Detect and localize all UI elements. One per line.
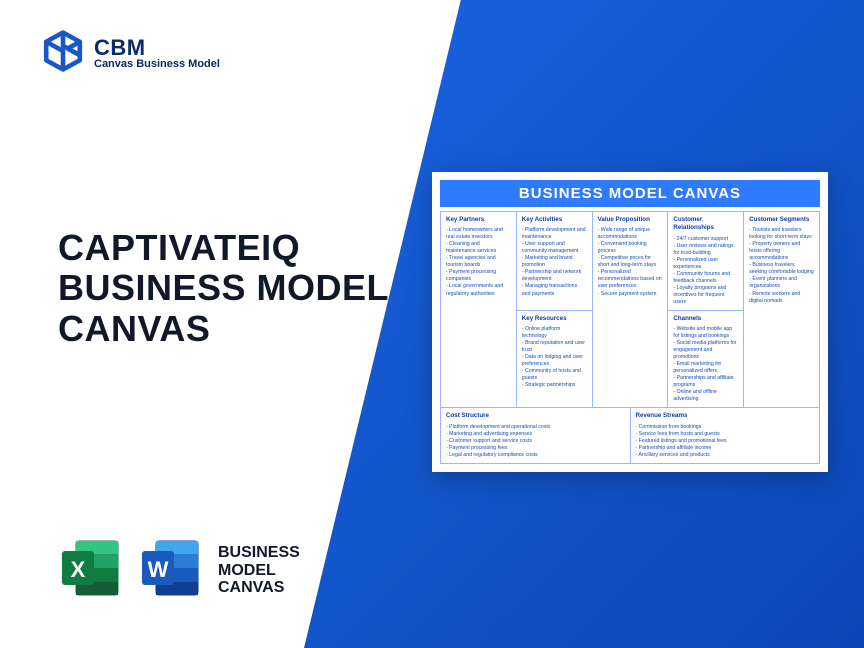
list-item: Convenient booking process (598, 241, 663, 255)
block-list: Online platform technologyBrand reputati… (522, 326, 587, 389)
list-item: 24/7 customer support (673, 236, 738, 243)
list-item: Payment processing companies (446, 269, 511, 283)
svg-text:W: W (148, 557, 169, 582)
canvas-title: BUSINESS MODEL CANVAS (440, 180, 820, 207)
list-item: Online and offline advertising (673, 389, 738, 403)
list-item: Ancillary services and products (636, 452, 815, 459)
list-item: Wide range of unique accommodations (598, 227, 663, 241)
list-item: Secure payment system (598, 291, 663, 298)
block-title: Value Proposition (598, 216, 663, 224)
block-title: Key Partners (446, 216, 511, 224)
block-list: Platform development and operational cos… (446, 424, 625, 459)
list-item: Property owners and hosts offering accom… (749, 241, 814, 262)
block-value-proposition: Value Proposition Wide range of unique a… (593, 212, 669, 408)
list-item: Platform development and operational cos… (446, 424, 625, 431)
block-list: Platform development and maintenanceUser… (522, 227, 587, 297)
list-item: Social media platforms for engagement an… (673, 340, 738, 361)
block-list: Tourists and travelers looking for short… (749, 227, 814, 304)
brand-logo: CBM Canvas Business Model (42, 30, 220, 77)
list-item: Remote workers and digital nomads (749, 291, 814, 305)
list-item: Partnership and network development (522, 269, 587, 283)
list-item: User support and community management (522, 241, 587, 255)
list-item: Marketing and advertising expenses (446, 431, 625, 438)
block-title: Key Resources (522, 315, 587, 323)
block-revenue-streams: Revenue Streams Commission from bookings… (631, 408, 821, 463)
block-key-resources: Key Resources Online platform technology… (517, 311, 593, 409)
block-title: Channels (673, 315, 738, 323)
block-title: Cost Structure (446, 412, 625, 420)
list-item: Payment processing fees (446, 445, 625, 452)
block-key-activities: Key Activities Platform development and … (517, 212, 593, 311)
block-title: Customer Segments (749, 216, 814, 224)
brand-abbr: CBM (94, 36, 220, 59)
block-customer-segments: Customer Segments Tourists and travelers… (744, 212, 820, 408)
canvas-preview-card: BUSINESS MODEL CANVAS Key Partners Local… (432, 172, 828, 472)
list-item: Featured listings and promotional fees (636, 438, 815, 445)
list-item: Marketing and brand promotion (522, 255, 587, 269)
list-item: Local governments and regulatory authori… (446, 283, 511, 297)
block-list: 24/7 customer supportUser reviews and ra… (673, 236, 738, 306)
list-item: Partnership and affiliate income (636, 445, 815, 452)
list-item: Managing transactions and payments (522, 283, 587, 297)
list-item: Tourists and travelers looking for short… (749, 227, 814, 241)
list-item: Personalized user experiences (673, 257, 738, 271)
list-item: Commission from bookings (636, 424, 815, 431)
list-item: Legal and regulatory compliance costs (446, 452, 625, 459)
list-item: Online platform technology (522, 326, 587, 340)
file-icons-label: BUSINESS MODEL CANVAS (218, 544, 300, 597)
list-item: Travel agencies and tourism boards (446, 255, 511, 269)
page-headline: CAPTIVATEIQ BUSINESS MODEL CANVAS (58, 228, 418, 349)
list-item: Strategic partnerships (522, 382, 587, 389)
hexagon-icon (42, 30, 84, 77)
list-item: Service fees from hosts and guests (636, 431, 815, 438)
headline-text: CAPTIVATEIQ BUSINESS MODEL CANVAS (58, 228, 418, 349)
list-item: User reviews and ratings for trust-build… (673, 243, 738, 257)
list-item: Website and mobile app for listings and … (673, 326, 738, 340)
list-item: Community forums and feedback channels (673, 271, 738, 285)
list-item: Platform development and maintenance (522, 227, 587, 241)
canvas-grid-top: Key Partners Local homeowners and real e… (440, 211, 820, 408)
list-item: Email marketing for personalized offers (673, 361, 738, 375)
block-channels: Channels Website and mobile app for list… (668, 311, 744, 409)
excel-icon: X (58, 535, 124, 606)
word-icon: W (138, 535, 204, 606)
list-item: Local homeowners and real estate investo… (446, 227, 511, 241)
block-customer-relationships: Customer Relationships 24/7 customer sup… (668, 212, 744, 311)
brand-name: Canvas Business Model (94, 59, 220, 71)
list-item: Event planners and organizations (749, 276, 814, 290)
page: CBM Canvas Business Model CAPTIVATEIQ BU… (0, 0, 864, 648)
block-list: Commission from bookingsService fees fro… (636, 424, 815, 459)
list-item: Cleaning and maintenance services (446, 241, 511, 255)
block-key-partners: Key Partners Local homeowners and real e… (441, 212, 517, 408)
block-cost-structure: Cost Structure Platform development and … (441, 408, 631, 463)
block-title: Customer Relationships (673, 216, 738, 233)
svg-text:X: X (71, 557, 86, 582)
list-item: Loyalty programs and incentives for freq… (673, 285, 738, 306)
list-item: Business travelers seeking comfortable l… (749, 262, 814, 276)
block-list: Wide range of unique accommodationsConve… (598, 227, 663, 297)
file-icons-row: X W BUSINESS MODEL CANVAS (58, 535, 300, 606)
block-title: Revenue Streams (636, 412, 815, 420)
canvas-grid-bottom: Cost Structure Platform development and … (440, 408, 820, 463)
block-list: Website and mobile app for listings and … (673, 326, 738, 403)
list-item: Data on lodging and user preferences (522, 354, 587, 368)
list-item: Community of hosts and guests (522, 368, 587, 382)
list-item: Personalized recommendations based on us… (598, 269, 663, 290)
list-item: Competitive prices for short and long-te… (598, 255, 663, 269)
block-list: Local homeowners and real estate investo… (446, 227, 511, 297)
list-item: Partnerships and affiliate programs (673, 375, 738, 389)
list-item: Brand reputation and user trust (522, 340, 587, 354)
block-title: Key Activities (522, 216, 587, 224)
list-item: Customer support and service costs (446, 438, 625, 445)
